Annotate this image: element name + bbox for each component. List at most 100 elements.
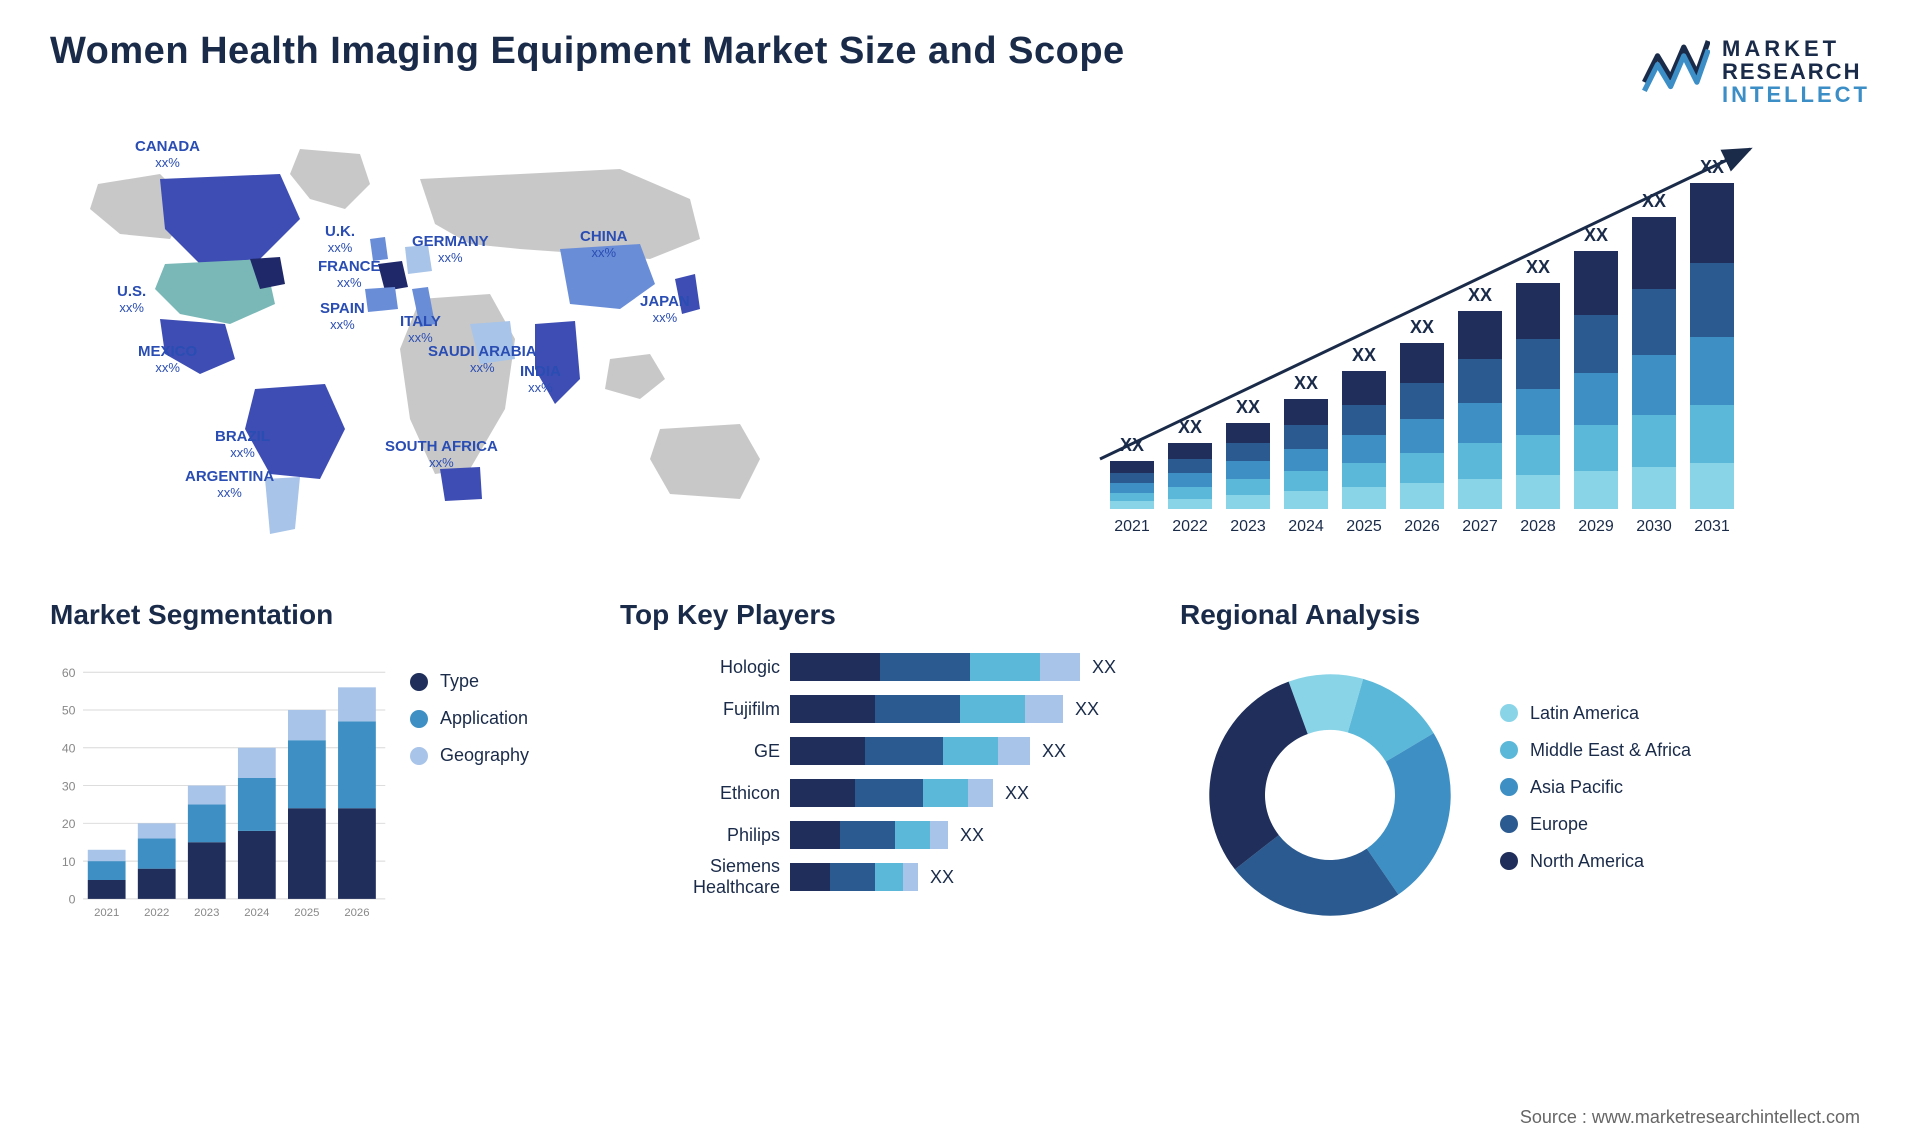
svg-text:2023: 2023	[1230, 518, 1266, 535]
regional-section: Regional Analysis Latin America Middle Ea…	[1180, 599, 1870, 939]
svg-text:2024: 2024	[1288, 518, 1324, 535]
players-section: Top Key Players HologicXXFujifilmXXGEXXE…	[620, 599, 1140, 939]
svg-text:2024: 2024	[244, 907, 269, 919]
player-bar	[790, 695, 1063, 723]
svg-text:XX: XX	[1468, 285, 1492, 305]
svg-text:50: 50	[62, 704, 76, 718]
source-text: Source : www.marketresearchintellect.com	[1520, 1107, 1860, 1128]
country-label: U.K.xx%	[325, 224, 355, 255]
regional-title: Regional Analysis	[1180, 599, 1870, 631]
svg-text:2026: 2026	[344, 907, 369, 919]
svg-text:XX: XX	[1584, 225, 1608, 245]
logo-line2: RESEARCH	[1722, 60, 1870, 83]
player-value: XX	[1005, 783, 1029, 804]
legend-item: Type	[410, 671, 580, 692]
bottom-row: Market Segmentation 01020304050602021202…	[50, 599, 1870, 939]
players-title: Top Key Players	[620, 599, 1140, 631]
top-row: CANADAxx% U.S.xx% MEXICOxx% BRAZILxx% ARGENT…	[50, 129, 1870, 549]
players-bar-chart: Hologic XX Fujifilm XX GE XX Ethicon XX Philips X…	[620, 651, 1140, 939]
svg-text:2030: 2030	[1636, 518, 1672, 535]
player-label: Hologic	[620, 657, 790, 678]
player-label: Philips	[620, 825, 790, 846]
regional-legend: Latin America Middle East & Africa Asia Pa…	[1500, 703, 1870, 888]
country-label: ITALYxx%	[400, 314, 441, 345]
player-row: Fujifilm XX	[620, 693, 1140, 725]
country-label: BRAZILxx%	[215, 429, 270, 460]
country-label: U.S.xx%	[117, 284, 146, 315]
svg-text:10: 10	[62, 855, 76, 869]
country-label: ARGENTINAxx%	[185, 469, 274, 500]
header: Women Health Imaging Equipment Market Si…	[50, 30, 1870, 109]
player-value: XX	[1042, 741, 1066, 762]
country-label: SOUTH AFRICAxx%	[385, 439, 498, 470]
svg-text:2029: 2029	[1578, 518, 1614, 535]
logo: MARKET RESEARCH INTELLECT	[1640, 30, 1870, 109]
svg-text:XX: XX	[1236, 397, 1260, 417]
legend-item: Latin America	[1500, 703, 1870, 724]
legend-item: Application	[410, 708, 580, 729]
svg-text:2026: 2026	[1404, 518, 1440, 535]
regional-donut-chart	[1180, 665, 1480, 925]
growth-chart-section: XX2021XX2022XX2023XX2024XX2025XX2026XX20…	[1010, 129, 1870, 549]
country-label: SPAINxx%	[320, 301, 365, 332]
segmentation-bar-chart: 0102030405060202120222023202420252026	[50, 651, 390, 939]
player-bar	[790, 737, 1030, 765]
player-value: XX	[1075, 699, 1099, 720]
country-label: INDIAxx%	[520, 364, 561, 395]
segmentation-legend: Type Application Geography	[410, 651, 580, 939]
legend-item: Asia Pacific	[1500, 777, 1870, 798]
world-map-section: CANADAxx% U.S.xx% MEXICOxx% BRAZILxx% ARGENT…	[50, 129, 950, 549]
svg-text:30: 30	[62, 779, 76, 793]
svg-text:40: 40	[62, 742, 76, 756]
player-bar	[790, 779, 993, 807]
svg-text:2023: 2023	[194, 907, 219, 919]
player-label: GE	[620, 741, 790, 762]
svg-text:XX: XX	[1178, 417, 1202, 437]
player-label: Siemens Healthcare	[620, 856, 790, 898]
legend-item: North America	[1500, 851, 1870, 872]
player-value: XX	[930, 867, 954, 888]
svg-text:2022: 2022	[144, 907, 169, 919]
player-row: GE XX	[620, 735, 1140, 767]
legend-item: Geography	[410, 745, 580, 766]
country-label: CANADAxx%	[135, 139, 200, 170]
svg-text:XX: XX	[1526, 257, 1550, 277]
player-label: Ethicon	[620, 783, 790, 804]
country-label: GERMANYxx%	[412, 234, 489, 265]
player-bar	[790, 821, 948, 849]
growth-bar-chart: XX2021XX2022XX2023XX2024XX2025XX2026XX20…	[1010, 129, 1870, 549]
legend-item: Europe	[1500, 814, 1870, 835]
country-label: MEXICOxx%	[138, 344, 197, 375]
player-row: Ethicon XX	[620, 777, 1140, 809]
svg-text:0: 0	[69, 893, 76, 907]
svg-text:XX: XX	[1642, 191, 1666, 211]
svg-text:2022: 2022	[1172, 518, 1208, 535]
country-label: CHINAxx%	[580, 229, 628, 260]
page-title: Women Health Imaging Equipment Market Si…	[50, 30, 1125, 73]
svg-text:XX: XX	[1410, 317, 1434, 337]
logo-line1: MARKET	[1722, 37, 1870, 60]
player-row: Philips XX	[620, 819, 1140, 851]
svg-text:2027: 2027	[1462, 518, 1498, 535]
svg-text:XX: XX	[1700, 157, 1724, 177]
player-bar	[790, 863, 918, 891]
svg-text:2025: 2025	[294, 907, 319, 919]
country-label: JAPANxx%	[640, 294, 690, 325]
player-row: Siemens HealthcareXX	[620, 861, 1140, 893]
segmentation-title: Market Segmentation	[50, 599, 580, 631]
svg-text:2028: 2028	[1520, 518, 1556, 535]
svg-text:20: 20	[62, 817, 76, 831]
country-label: FRANCExx%	[318, 259, 381, 290]
svg-text:XX: XX	[1120, 435, 1144, 455]
svg-text:2025: 2025	[1346, 518, 1382, 535]
svg-text:XX: XX	[1294, 373, 1318, 393]
svg-text:2031: 2031	[1694, 518, 1730, 535]
player-label: Fujifilm	[620, 699, 790, 720]
segmentation-section: Market Segmentation 01020304050602021202…	[50, 599, 580, 939]
player-bar	[790, 653, 1080, 681]
legend-item: Middle East & Africa	[1500, 740, 1870, 761]
svg-text:60: 60	[62, 666, 76, 680]
player-value: XX	[960, 825, 984, 846]
logo-text: MARKET RESEARCH INTELLECT	[1722, 37, 1870, 106]
logo-icon	[1640, 34, 1710, 109]
